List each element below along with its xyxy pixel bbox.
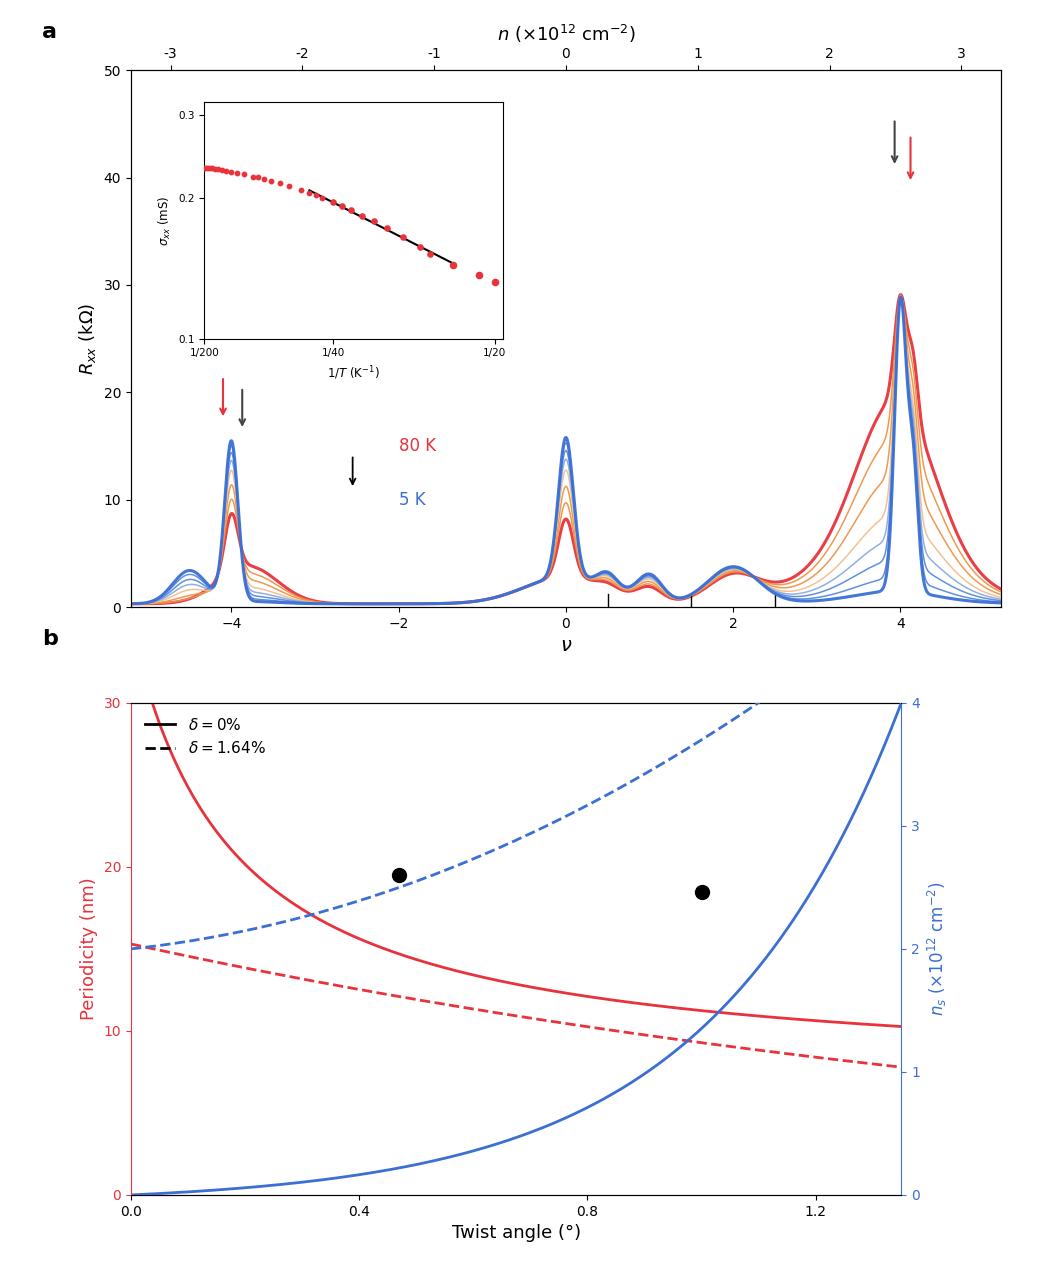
- Point: [206, 160, 223, 180]
- Point: [244, 166, 261, 187]
- Point: [366, 211, 383, 231]
- Text: b: b: [42, 629, 58, 649]
- Point: [444, 254, 461, 275]
- X-axis label: $1/T$ (K$^{-1}$): $1/T$ (K$^{-1}$): [327, 364, 380, 382]
- Point: [422, 243, 439, 263]
- Point: [325, 192, 342, 212]
- Point: [198, 157, 215, 178]
- Point: [222, 162, 239, 183]
- Text: 5 K: 5 K: [398, 491, 425, 509]
- Point: [236, 164, 253, 184]
- Y-axis label: $\sigma_{xx}$ (mS): $\sigma_{xx}$ (mS): [156, 196, 173, 245]
- X-axis label: $\nu$: $\nu$: [560, 636, 572, 656]
- Text: 80 K: 80 K: [398, 437, 436, 455]
- Point: [333, 196, 350, 216]
- Point: [249, 167, 266, 188]
- Y-axis label: Periodicity (nm): Periodicity (nm): [80, 878, 99, 1020]
- Point: [199, 158, 216, 179]
- Point: [301, 183, 318, 203]
- Point: [204, 158, 221, 179]
- Point: [693, 882, 709, 902]
- Point: [214, 160, 231, 180]
- Point: [471, 265, 487, 285]
- Legend: $\delta = 0\%$, $\delta = 1.64\%$: $\delta = 0\%$, $\delta = 1.64\%$: [138, 711, 271, 763]
- Point: [218, 161, 235, 181]
- Point: [201, 158, 218, 179]
- X-axis label: Twist angle (°): Twist angle (°): [452, 1224, 581, 1242]
- Point: [281, 175, 298, 196]
- Point: [263, 171, 280, 192]
- Point: [210, 160, 226, 180]
- Point: [391, 865, 408, 886]
- Point: [394, 226, 411, 247]
- Point: [353, 206, 370, 226]
- Point: [307, 184, 324, 204]
- Text: a: a: [42, 22, 57, 42]
- Point: [228, 162, 245, 183]
- Point: [378, 219, 395, 239]
- Point: [313, 188, 330, 208]
- Point: [343, 201, 359, 221]
- Y-axis label: $n_s$ ($\times 10^{12}$ cm$^{-2}$): $n_s$ ($\times 10^{12}$ cm$^{-2}$): [925, 882, 948, 1016]
- Point: [412, 236, 429, 257]
- Y-axis label: $R_{xx}$ (k$\Omega$): $R_{xx}$ (k$\Omega$): [78, 303, 99, 374]
- Point: [271, 173, 288, 193]
- Point: [256, 169, 272, 189]
- X-axis label: $n$ ($\times 10^{12}$ cm$^{-2}$): $n$ ($\times 10^{12}$ cm$^{-2}$): [497, 23, 635, 45]
- Point: [486, 272, 503, 293]
- Point: [292, 180, 309, 201]
- Point: [196, 157, 213, 178]
